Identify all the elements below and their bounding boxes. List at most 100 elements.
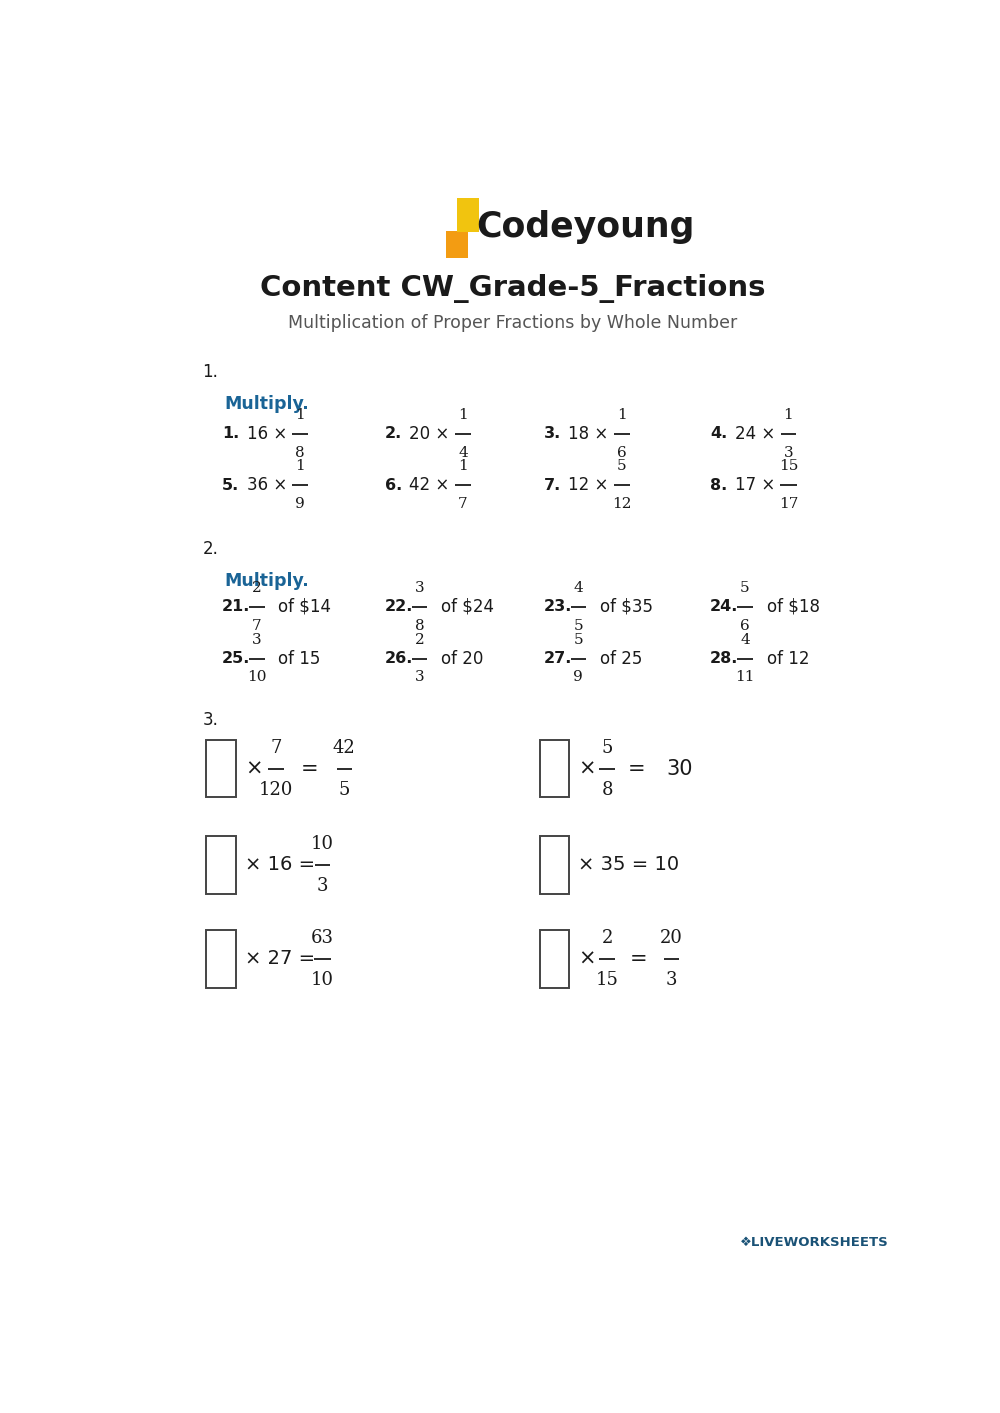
Text: 3.: 3. [202,711,218,729]
Text: 23.: 23. [544,599,572,615]
Text: 3: 3 [784,445,793,459]
Text: 20: 20 [660,928,683,947]
Text: Multiply.: Multiply. [224,396,309,413]
Text: 1: 1 [458,459,468,473]
Text: 1: 1 [295,459,305,473]
Text: 5: 5 [617,459,627,473]
Text: 7.: 7. [544,478,561,493]
Text: of 12: of 12 [767,650,809,667]
Text: of $35: of $35 [600,598,653,616]
Text: 4: 4 [574,581,583,595]
Text: 21.: 21. [222,599,250,615]
Bar [206,930,236,988]
Text: 11: 11 [735,670,755,684]
Text: 6: 6 [740,619,750,633]
Text: 3: 3 [415,670,424,684]
FancyBboxPatch shape [446,232,468,259]
Text: 10: 10 [247,670,266,684]
Text: Multiply.: Multiply. [224,572,309,591]
Text: 12: 12 [612,497,632,512]
Text: 20 ×: 20 × [409,425,450,442]
Text: 5.: 5. [222,478,239,493]
Text: Content CW_Grade-5_Fractions: Content CW_Grade-5_Fractions [260,274,765,304]
Text: 5: 5 [574,619,583,633]
Text: 3: 3 [415,581,424,595]
Text: ❖LIVEWORKSHEETS: ❖LIVEWORKSHEETS [740,1236,888,1249]
Text: 22.: 22. [385,599,413,615]
Text: of $18: of $18 [767,598,820,616]
Text: 2: 2 [252,581,262,595]
Text: 42: 42 [333,739,356,757]
Text: × 35 = 10: × 35 = 10 [578,855,680,875]
Text: 5: 5 [740,581,750,595]
Text: 9: 9 [574,670,583,684]
Bar [540,836,569,894]
Text: 2: 2 [601,928,613,947]
Bar [540,740,569,797]
Text: 5: 5 [574,633,583,647]
Text: 25.: 25. [222,651,250,666]
Text: 4.: 4. [710,427,727,441]
Text: Codeyoung: Codeyoung [476,211,694,244]
Text: =: = [630,948,648,969]
Text: 63: 63 [311,928,334,947]
Text: 17 ×: 17 × [735,476,775,495]
Text: 120: 120 [259,780,293,798]
Text: of $24: of $24 [441,598,494,616]
Text: 1: 1 [295,408,305,421]
Text: 3: 3 [317,877,328,894]
Text: ×: × [245,759,263,779]
Text: 5: 5 [601,739,613,757]
Text: 7: 7 [458,497,468,512]
Text: 7: 7 [252,619,262,633]
Text: =: = [628,759,645,779]
Text: 5: 5 [339,780,350,798]
Text: 26.: 26. [385,651,413,666]
Text: ×: × [578,759,596,779]
Bar [540,930,569,988]
Text: 24.: 24. [710,599,738,615]
Text: 1: 1 [458,408,468,421]
Text: 30: 30 [666,759,692,779]
Text: 2.: 2. [385,427,402,441]
Text: 15: 15 [596,971,618,989]
Text: 42 ×: 42 × [409,476,450,495]
Text: of 20: of 20 [441,650,484,667]
FancyBboxPatch shape [457,198,479,232]
Text: 7: 7 [270,739,282,757]
Text: 3.: 3. [544,427,561,441]
Text: 24 ×: 24 × [735,425,775,442]
Text: of 15: of 15 [278,650,321,667]
Text: 6: 6 [617,445,627,459]
Text: 1: 1 [617,408,627,421]
Text: 4: 4 [458,445,468,459]
Text: 3: 3 [252,633,262,647]
Text: 28.: 28. [710,651,738,666]
Text: 12 ×: 12 × [568,476,609,495]
Text: 27.: 27. [544,651,572,666]
Text: of 25: of 25 [600,650,642,667]
Text: 36 ×: 36 × [247,476,287,495]
Text: 1: 1 [784,408,793,421]
Text: ×: × [578,948,596,969]
Text: 2.: 2. [202,540,218,558]
Text: 8: 8 [601,780,613,798]
Text: 15: 15 [779,459,798,473]
Text: 10: 10 [311,971,334,989]
Bar [206,740,236,797]
Text: 6.: 6. [385,478,402,493]
Text: 17: 17 [779,497,798,512]
Text: 1.: 1. [222,427,239,441]
Text: 8: 8 [295,445,305,459]
Text: =: = [301,759,318,779]
Text: of $14: of $14 [278,598,331,616]
Text: Multiplication of Proper Fractions by Whole Number: Multiplication of Proper Fractions by Wh… [288,314,737,332]
Text: 10: 10 [311,835,334,853]
Text: 16 ×: 16 × [247,425,287,442]
Text: 1.: 1. [202,363,218,382]
Text: 9: 9 [295,497,305,512]
Text: 8: 8 [415,619,424,633]
Text: × 16 =: × 16 = [245,855,315,875]
Text: 2: 2 [415,633,424,647]
Text: × 27 =: × 27 = [245,950,315,968]
